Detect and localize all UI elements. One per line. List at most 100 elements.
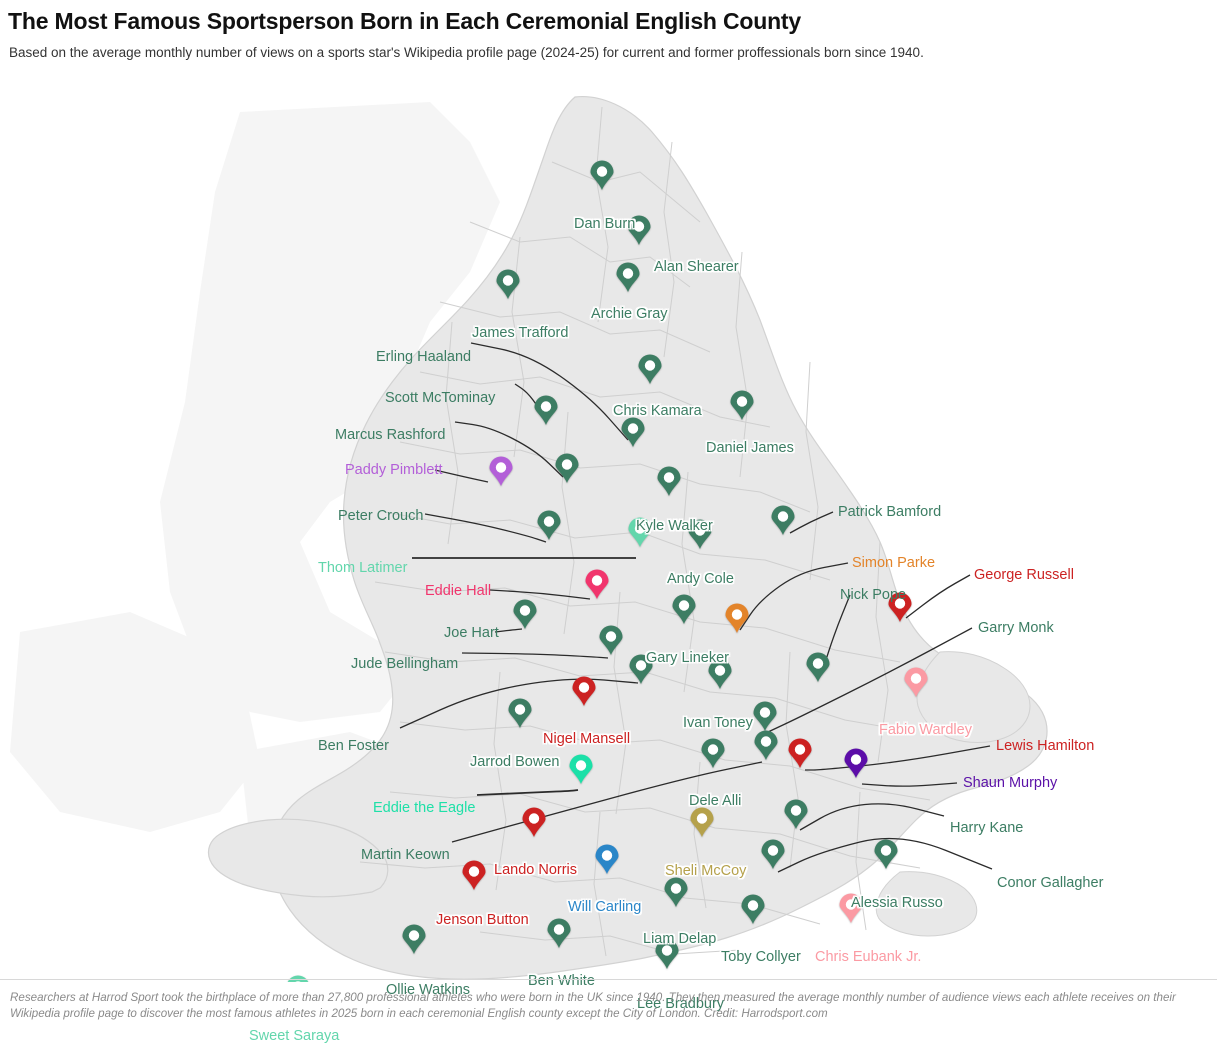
pin-hole <box>627 423 639 434</box>
map-pin[interactable] <box>599 625 623 656</box>
map-pin[interactable] <box>534 395 558 426</box>
pin-hole <box>850 754 862 765</box>
pin-label: Ben Foster <box>318 738 389 754</box>
map-pin[interactable] <box>701 738 725 769</box>
map-pin[interactable] <box>537 510 561 541</box>
map-pin[interactable] <box>690 807 714 838</box>
map-pin[interactable] <box>741 894 765 924</box>
pin-hole <box>601 850 613 861</box>
pin-label: Gary Lineker <box>646 650 730 666</box>
pin-label: Jenson Button <box>436 912 529 928</box>
england-map[interactable] <box>0 72 1217 982</box>
pin-hole <box>731 609 743 620</box>
map-pin[interactable] <box>402 924 426 954</box>
map-pin[interactable] <box>730 390 754 421</box>
map-pin[interactable] <box>628 517 652 548</box>
pin-hole <box>845 899 857 910</box>
pin-hole <box>696 813 708 824</box>
pin-hole <box>635 660 647 671</box>
map-pin[interactable] <box>638 354 662 385</box>
pin-label: Erling Haaland <box>376 349 472 365</box>
pin-hole <box>295 981 301 982</box>
map-pin[interactable] <box>496 269 520 300</box>
pin-hole <box>596 166 608 177</box>
pin-label: Kyle Walker <box>636 518 713 534</box>
map-pin[interactable] <box>585 569 609 600</box>
county-boundaries <box>359 106 931 957</box>
pin-hole <box>495 462 507 473</box>
pin-label: Jude Bellingham <box>351 656 459 672</box>
map-pin[interactable] <box>655 939 679 970</box>
map-pin[interactable] <box>839 893 863 924</box>
pin-label: Thom Latimer <box>318 560 408 576</box>
pin-hole <box>578 682 590 693</box>
map-pin[interactable] <box>904 667 928 698</box>
map-pin[interactable] <box>569 754 593 785</box>
map-pin[interactable] <box>688 519 712 550</box>
pin-label: Scott McTominay <box>385 390 496 406</box>
map-pin[interactable] <box>555 453 579 484</box>
pin-hole <box>759 707 771 718</box>
pin-label: Lewis Hamilton <box>996 738 1095 754</box>
pin-label: Ben White <box>528 973 595 989</box>
map-pin[interactable] <box>629 654 653 685</box>
leader-line <box>454 421 564 478</box>
map-pin[interactable] <box>489 456 513 487</box>
pin-hole <box>894 598 906 609</box>
map-pin[interactable] <box>616 262 640 293</box>
map-container[interactable]: Dan Burn Alan Shearer Archie Gray James Tra… <box>0 72 1217 1043</box>
pin-label: Archie Gray <box>591 306 668 322</box>
pin-label: Will Carling <box>568 899 642 915</box>
map-pin[interactable] <box>753 701 777 732</box>
leader-line <box>799 803 945 831</box>
map-pin[interactable] <box>513 599 537 630</box>
map-pin[interactable] <box>627 215 651 246</box>
pin-label: Nick Pope <box>840 587 907 603</box>
pin-label: Shaun Murphy <box>963 775 1058 791</box>
leader-line <box>451 761 763 843</box>
map-pin[interactable] <box>806 652 830 683</box>
page-subtitle: Based on the average monthly number of v… <box>9 45 924 60</box>
map-pin[interactable] <box>874 839 898 870</box>
map-pin[interactable] <box>844 748 868 779</box>
pin-hole <box>670 883 682 894</box>
map-pin[interactable] <box>888 592 912 623</box>
pin-hole <box>714 665 726 676</box>
map-pin[interactable] <box>590 160 614 191</box>
leader-line <box>489 589 591 600</box>
map-pin[interactable] <box>572 676 596 707</box>
map-pin[interactable] <box>621 417 645 448</box>
pin-body <box>287 975 309 982</box>
map-pin[interactable] <box>725 603 749 634</box>
pin-label: Liam Delap <box>643 931 717 947</box>
footer: Researchers at Harrod Sport took the bir… <box>0 979 1217 1021</box>
pin-label: Lando Norris <box>494 862 578 878</box>
map-pin[interactable] <box>508 698 532 729</box>
map-pins[interactable] <box>287 160 928 983</box>
pin-hole <box>678 600 690 611</box>
map-pin[interactable] <box>708 659 732 690</box>
leader-line <box>434 469 489 483</box>
pin-hole <box>561 459 573 470</box>
map-pin[interactable] <box>761 839 785 870</box>
map-pin[interactable] <box>771 505 795 536</box>
map-pin[interactable] <box>522 807 546 838</box>
map-pin[interactable] <box>462 860 486 891</box>
map-pin[interactable] <box>547 918 571 949</box>
map-pin[interactable] <box>287 975 310 983</box>
map-pin[interactable] <box>754 730 778 761</box>
leader-line <box>905 574 971 619</box>
pin-label: Garry Monk <box>978 620 1054 636</box>
pin-label: Toby Collyer <box>721 949 801 965</box>
map-pin[interactable] <box>595 844 619 875</box>
pin-hole <box>767 845 779 856</box>
map-pin[interactable] <box>788 738 812 769</box>
map-pin[interactable] <box>784 799 808 830</box>
map-pin[interactable] <box>672 594 696 625</box>
map-pin[interactable] <box>657 466 681 497</box>
leader-line <box>461 652 609 659</box>
pin-label: Eddie Hall <box>425 583 492 599</box>
map-pin[interactable] <box>664 877 688 908</box>
footer-credit-text: Researchers at Harrod Sport took the bir… <box>10 991 1176 1020</box>
pin-hole <box>575 760 587 771</box>
